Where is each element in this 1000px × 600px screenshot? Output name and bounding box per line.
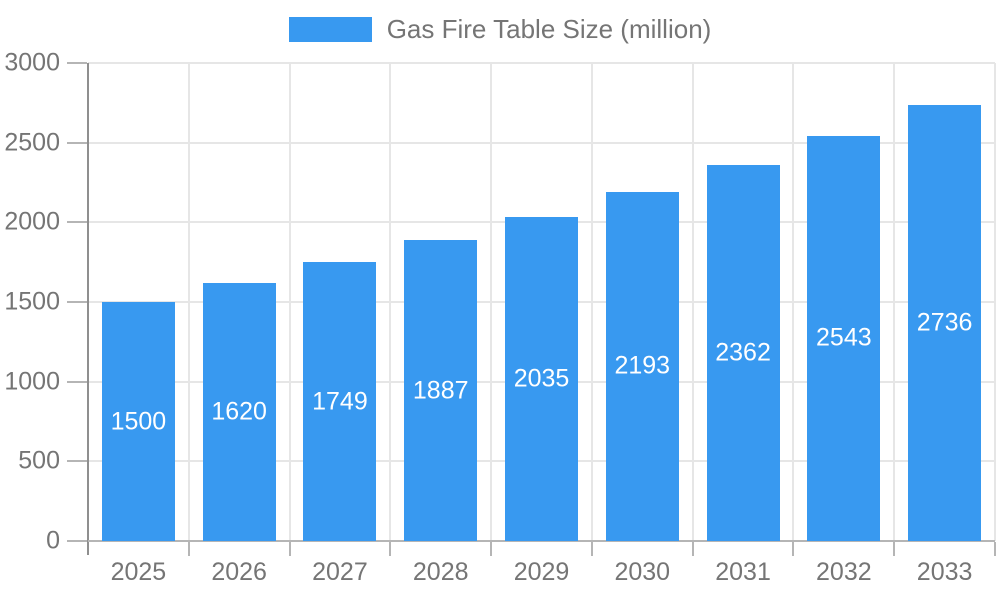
x-gridline [893,63,896,541]
x-tick-label: 2032 [816,558,872,586]
bar[interactable]: 2362 [706,164,780,541]
legend-swatch[interactable] [288,16,372,42]
plot-area: 0 500 1000 1500 2000 2500 3000 2025 2026 2027 2028… [4,49,996,586]
y-tick [67,301,87,303]
x-tick-label: 2030 [614,558,671,586]
x-gridline [792,63,795,541]
bar-value-label: 1620 [211,397,267,426]
bar-value-label: 1500 [110,407,167,435]
y-tick-label: 500 [18,446,60,475]
x-tick [389,542,392,556]
x-gridline [994,63,996,541]
bar[interactable]: 1749 [303,262,377,541]
bar-value-label: 2193 [614,351,671,380]
x-axis-line [88,540,995,542]
y-tick-label: 2500 [4,128,60,157]
x-tick-label: 2025 [110,558,167,586]
y-tick [67,460,87,463]
y-tick [67,141,87,144]
bar[interactable]: 2736 [908,105,982,541]
x-tick-label: 2026 [211,558,267,586]
bar[interactable]: 1620 [202,282,276,541]
x-tick-label: 2029 [513,558,570,586]
x-gridline [389,63,392,541]
x-tick [893,542,896,556]
bar[interactable]: 2035 [505,216,578,541]
legend-label: Gas Fire Table Size (million) [386,13,712,44]
y-tick [67,221,87,224]
y-tick-label: 2000 [4,207,60,236]
y-tick-label: 1000 [4,367,60,396]
bar-value-label: 2362 [715,338,771,367]
x-gridline [187,63,190,541]
x-tick-label: 2033 [916,558,973,586]
y-tick [67,380,87,383]
x-gridline [691,63,694,541]
x-tick-label: 2027 [312,558,368,586]
bar[interactable]: 1500 [101,302,175,541]
y-tick [67,540,87,542]
bar-value-label: 1887 [412,376,469,405]
y-tick-label: 3000 [4,48,60,77]
x-tick [792,542,795,556]
y-axis-line [87,63,89,555]
x-tick [590,542,593,556]
bar-value-label: 2543 [816,323,872,352]
x-gridline [490,63,493,541]
x-tick [994,542,996,556]
legend-item[interactable]: Gas Fire Table Size (million) [0,14,1000,44]
y-tick [67,62,87,64]
x-tick [187,542,190,556]
bar-value-label: 2736 [916,308,973,337]
y-gridline [88,141,995,144]
x-gridline [288,63,291,541]
y-gridline [88,62,995,64]
x-tick [691,542,694,556]
x-gridline [590,63,593,541]
y-tick-label: 0 [46,526,60,555]
bar-value-label: 1749 [312,387,368,416]
x-tick [288,542,291,556]
x-tick-label: 2031 [715,558,771,586]
bar-value-label: 2035 [513,364,570,393]
x-tick [490,542,493,556]
bar[interactable]: 2193 [605,191,679,541]
y-tick-label: 1500 [4,287,60,316]
x-tick-label: 2028 [412,558,469,586]
bar[interactable]: 1887 [404,240,478,541]
bar[interactable]: 2543 [807,135,881,541]
